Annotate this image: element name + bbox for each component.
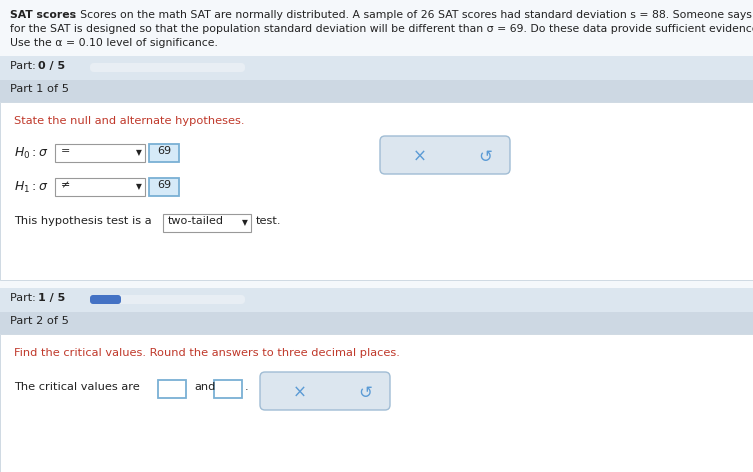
Bar <box>149 144 179 162</box>
Text: $H_1:\sigma$: $H_1:\sigma$ <box>14 180 49 195</box>
Text: ▼: ▼ <box>242 218 248 227</box>
Text: =: = <box>61 146 70 156</box>
Bar <box>0 102 753 280</box>
Text: 69: 69 <box>157 180 171 190</box>
Text: and: and <box>194 382 215 392</box>
FancyBboxPatch shape <box>90 295 245 304</box>
Text: 1 / 5: 1 / 5 <box>38 293 66 303</box>
Text: two-tailed: two-tailed <box>168 216 224 226</box>
Text: ≠: ≠ <box>61 180 70 190</box>
Text: 69: 69 <box>157 146 171 156</box>
Text: Part:: Part: <box>10 293 39 303</box>
Text: 0 / 5: 0 / 5 <box>38 61 65 71</box>
Text: Part:: Part: <box>10 61 39 71</box>
Text: $H_0:\sigma$: $H_0:\sigma$ <box>14 146 49 161</box>
Text: ↺: ↺ <box>358 384 372 402</box>
Text: This hypothesis test is a: This hypothesis test is a <box>14 216 151 226</box>
Text: ×: × <box>413 148 427 166</box>
Bar <box>158 380 186 398</box>
Text: Use the α = 0.10 level of significance.: Use the α = 0.10 level of significance. <box>10 38 218 48</box>
Bar <box>0 288 753 312</box>
Text: Part 2 of 5: Part 2 of 5 <box>10 316 69 326</box>
FancyBboxPatch shape <box>90 63 245 72</box>
Bar <box>163 214 251 232</box>
Bar <box>55 178 145 196</box>
FancyBboxPatch shape <box>380 136 510 174</box>
Bar <box>149 178 179 196</box>
FancyBboxPatch shape <box>90 295 121 304</box>
Text: Part 1 of 5: Part 1 of 5 <box>10 84 69 94</box>
Bar <box>55 144 145 162</box>
Bar <box>0 334 753 472</box>
Text: ↺: ↺ <box>478 148 492 166</box>
Bar <box>0 312 753 334</box>
Text: ×: × <box>293 384 307 402</box>
Bar <box>0 56 753 80</box>
Text: State the null and alternate hypotheses.: State the null and alternate hypotheses. <box>14 116 245 126</box>
Text: test.: test. <box>256 216 282 226</box>
Bar <box>214 380 242 398</box>
Text: ▼: ▼ <box>136 148 142 157</box>
Bar <box>0 80 753 102</box>
FancyBboxPatch shape <box>260 372 390 410</box>
Text: .: . <box>245 382 248 392</box>
Text: Find the critical values. Round the answers to three decimal places.: Find the critical values. Round the answ… <box>14 348 400 358</box>
Text: SAT scores: SAT scores <box>10 10 76 20</box>
Text: ▼: ▼ <box>136 182 142 191</box>
Text: : Scores on the math SAT are normally distributed. A sample of 26 SAT scores had: : Scores on the math SAT are normally di… <box>73 10 753 20</box>
Text: for the SAT is designed so that the population standard deviation will be differ: for the SAT is designed so that the popu… <box>10 24 753 34</box>
Text: The critical values are: The critical values are <box>14 382 140 392</box>
